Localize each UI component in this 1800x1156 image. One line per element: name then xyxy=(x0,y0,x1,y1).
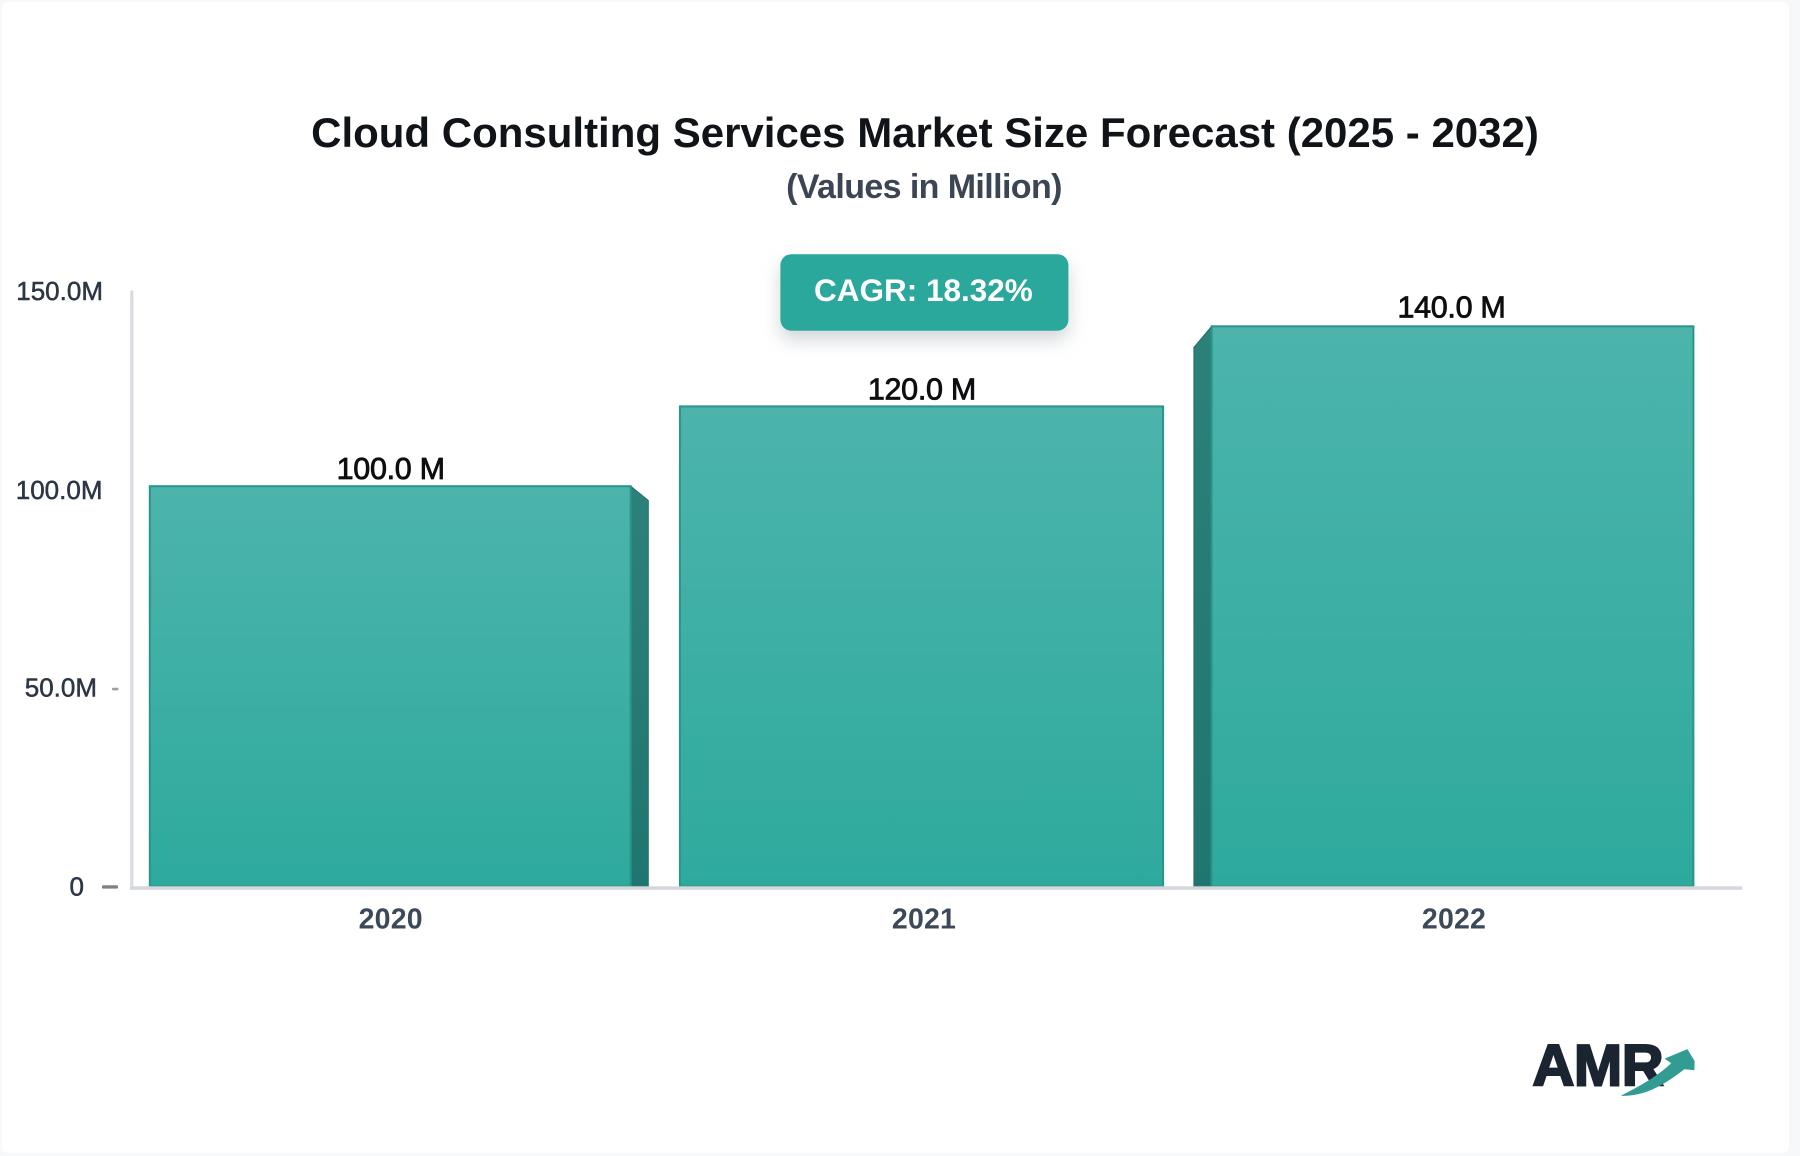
svg-text:120.0 M: 120.0 M xyxy=(868,372,976,406)
svg-text:(Values in Million): (Values in Million) xyxy=(786,168,1062,206)
svg-text:140.0 M: 140.0 M xyxy=(1397,291,1505,325)
svg-text:Cloud Consulting Services Mark: Cloud Consulting Services Market Size Fo… xyxy=(311,109,1539,156)
svg-text:0: 0 xyxy=(70,872,84,902)
svg-text:CAGR: 18.32%: CAGR: 18.32% xyxy=(814,272,1033,308)
svg-text:2020: 2020 xyxy=(359,903,423,935)
svg-text:2022: 2022 xyxy=(1422,903,1486,935)
svg-text:50.0M: 50.0M xyxy=(25,673,97,703)
svg-text:100.0M: 100.0M xyxy=(16,475,103,505)
svg-text:150.0M: 150.0M xyxy=(16,276,103,306)
svg-text:2021: 2021 xyxy=(892,903,956,935)
svg-text:100.0 M: 100.0 M xyxy=(337,452,445,486)
